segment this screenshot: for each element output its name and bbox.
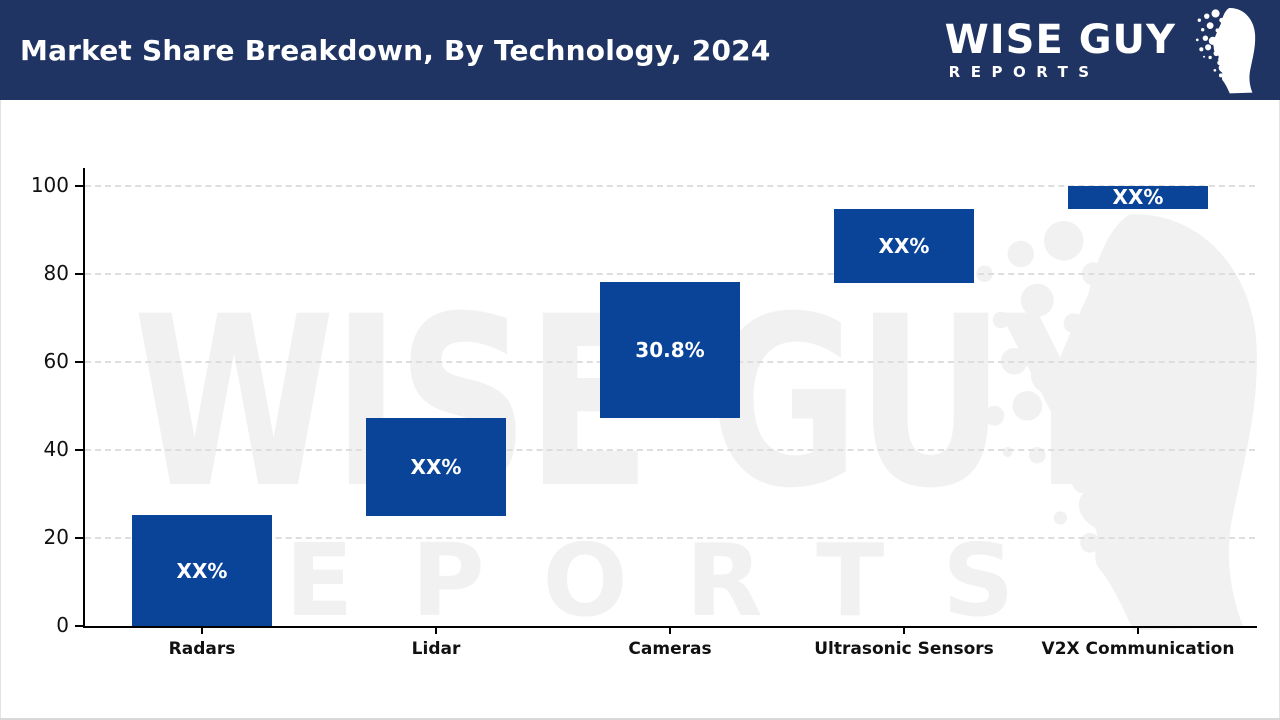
y-tick-label-80: 80: [43, 261, 69, 285]
watermark-subname: REPORTS: [150, 522, 1073, 639]
bar-value-label: XX%: [1112, 185, 1164, 210]
gridline-80: [85, 273, 1255, 275]
x-tick-mark-4: [1137, 626, 1139, 634]
gridline-100: [85, 185, 1255, 187]
y-tick-mark-100: [75, 185, 83, 187]
x-tick-label-2: Cameras: [628, 639, 712, 659]
x-tick-mark-0: [201, 626, 203, 634]
bar-v2x-communication: XX%: [1068, 185, 1208, 210]
x-tick-label-3: Ultrasonic Sensors: [814, 639, 994, 659]
x-tick-mark-1: [435, 626, 437, 634]
y-tick-label-40: 40: [43, 437, 69, 461]
x-tick-mark-3: [903, 626, 905, 634]
y-tick-label-60: 60: [43, 349, 69, 373]
x-tick-mark-2: [669, 626, 671, 634]
bar-lidar: XX%: [366, 418, 506, 516]
gridline-20: [85, 537, 1255, 539]
y-tick-mark-20: [75, 537, 83, 539]
bar-value-label: XX%: [878, 233, 930, 258]
bar-value-label: 30.8%: [635, 338, 705, 363]
y-tick-mark-80: [75, 273, 83, 275]
bar-radars: XX%: [132, 515, 272, 626]
bar-value-label: XX%: [176, 558, 228, 583]
gridline-40: [85, 449, 1255, 451]
brand-subname: REPORTS: [948, 62, 1100, 81]
y-axis-spine: [83, 168, 85, 626]
header-bar: Market Share Breakdown, By Technology, 2…: [0, 0, 1280, 100]
x-tick-label-1: Lidar: [411, 639, 461, 659]
y-tick-mark-60: [75, 361, 83, 363]
y-tick-label-0: 0: [56, 613, 69, 637]
y-tick-mark-0: [75, 625, 83, 627]
y-tick-mark-40: [75, 449, 83, 451]
plot-area: WISE GUY REPORTS XX% XX% 30.8% XX% XX% 0 20 40…: [31, 168, 1257, 659]
brand-name: WISE GUY: [944, 16, 1176, 63]
brand-logo: WISE GUY REPORTS: [945, 6, 1266, 94]
x-tick-label-4: V2X Communication: [1041, 639, 1235, 659]
y-tick-label-100: 100: [30, 173, 69, 197]
wise-guy-face-icon: [1195, 8, 1256, 94]
chart-title: Market Share Breakdown, By Technology, 2…: [20, 33, 771, 67]
x-tick-label-0: Radars: [168, 639, 236, 659]
bar-ultrasonic-sensors: XX%: [834, 208, 974, 283]
watermark-face-icon: [968, 214, 1257, 631]
bottom-frame-edge: [0, 718, 1280, 720]
left-frame-edge: [0, 100, 1, 720]
brand-logo-text: WISE GUY REPORTS: [945, 20, 1176, 81]
bar-cameras: 30.8%: [600, 282, 740, 418]
y-tick-label-20: 20: [43, 525, 69, 549]
bar-value-label: XX%: [410, 455, 462, 480]
